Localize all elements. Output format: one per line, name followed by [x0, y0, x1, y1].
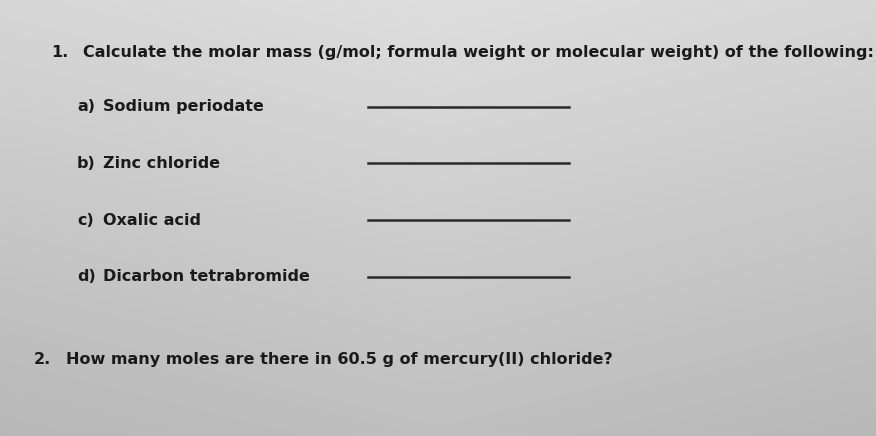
Text: Dicarbon tetrabromide: Dicarbon tetrabromide	[103, 269, 310, 284]
Text: Sodium periodate: Sodium periodate	[103, 99, 265, 114]
Text: Zinc chloride: Zinc chloride	[103, 156, 221, 171]
Text: How many moles are there in 60.5 g of mercury(II) chloride?: How many moles are there in 60.5 g of me…	[66, 352, 612, 367]
Text: b): b)	[77, 156, 95, 171]
Text: a): a)	[77, 99, 95, 114]
Text: 1.: 1.	[51, 45, 68, 60]
Text: c): c)	[77, 213, 94, 228]
Text: Calculate the molar mass (g/mol; formula weight or molecular weight) of the foll: Calculate the molar mass (g/mol; formula…	[83, 45, 874, 60]
Text: Oxalic acid: Oxalic acid	[103, 213, 201, 228]
Text: d): d)	[77, 269, 95, 284]
Text: 2.: 2.	[33, 352, 51, 367]
